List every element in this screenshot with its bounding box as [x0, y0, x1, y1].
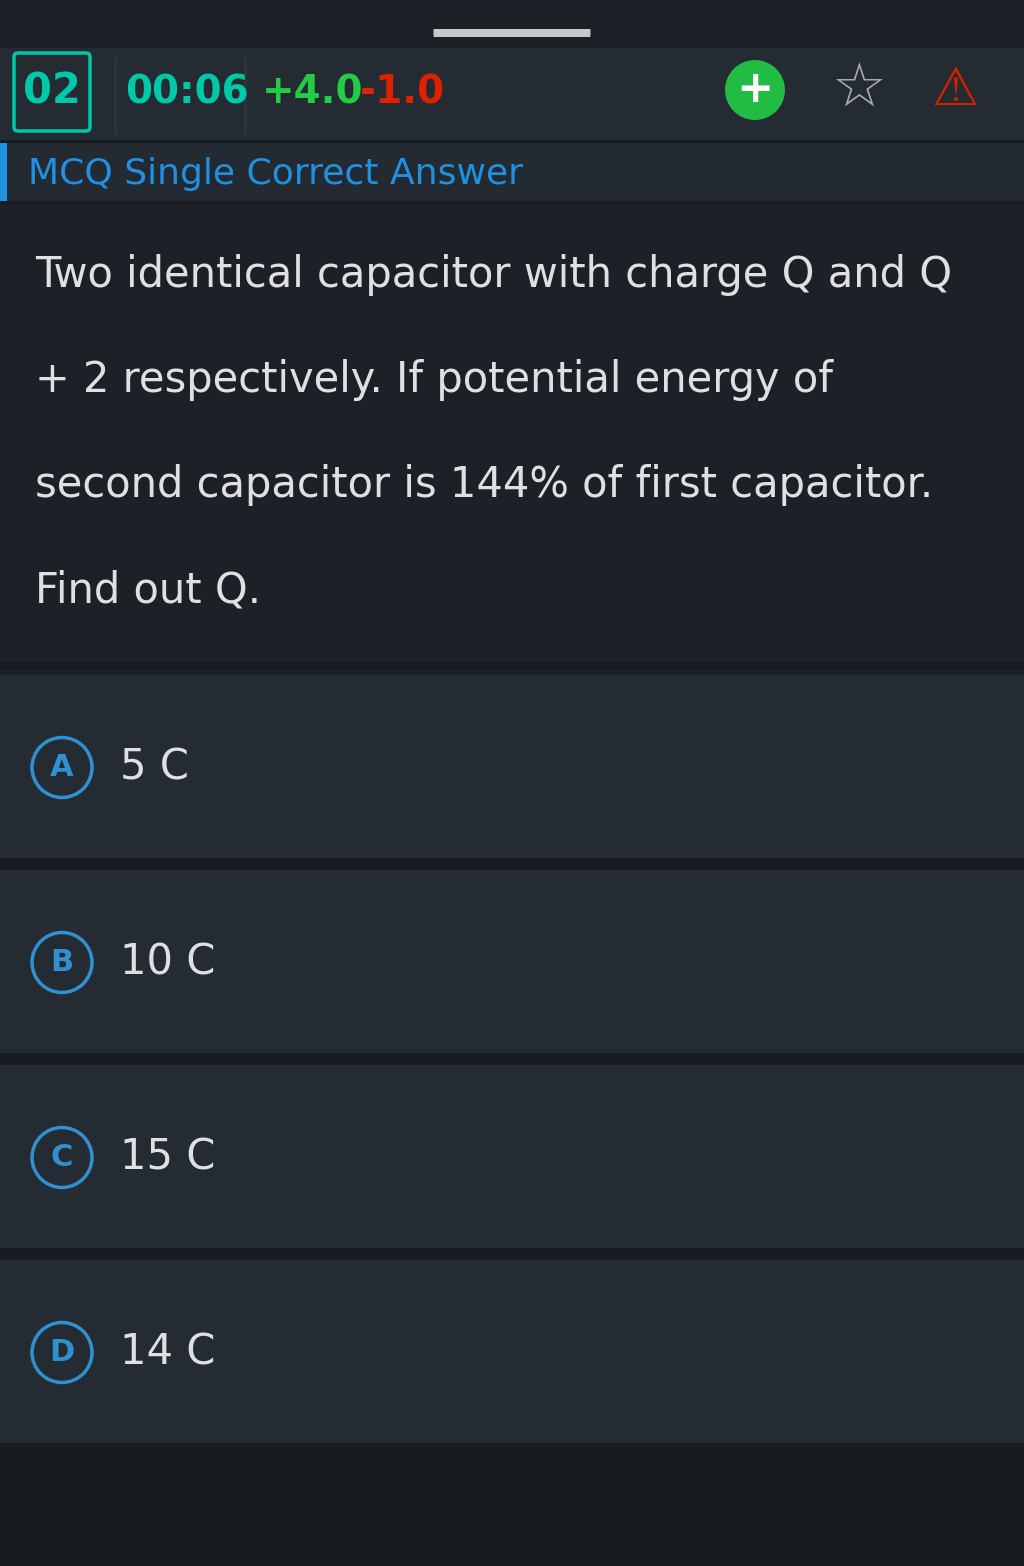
Bar	[0, 1442, 1024, 1455]
FancyBboxPatch shape	[433, 30, 591, 38]
Bar	[0, 200, 1024, 205]
Bar	[0, 1052, 1024, 1065]
Text: A: A	[50, 753, 74, 781]
Bar	[0, 662, 1024, 670]
Text: C: C	[51, 1143, 73, 1171]
Text: ⚠: ⚠	[932, 64, 979, 116]
Text: 02: 02	[24, 70, 81, 113]
Text: Find out Q.: Find out Q.	[35, 568, 261, 611]
Bar	[0, 143, 7, 205]
Text: D: D	[49, 1337, 75, 1367]
Text: 00:06: 00:06	[125, 74, 249, 111]
Text: 5 C: 5 C	[120, 747, 188, 789]
Text: MCQ Single Correct Answer: MCQ Single Correct Answer	[28, 157, 523, 191]
Text: second capacitor is 144% of first capacitor.: second capacitor is 144% of first capaci…	[35, 464, 933, 506]
Text: 15 C: 15 C	[120, 1137, 215, 1179]
Text: -1.0: -1.0	[360, 74, 445, 111]
Bar	[0, 143, 1024, 205]
Bar	[0, 871, 1024, 1055]
Circle shape	[725, 60, 785, 121]
Bar	[0, 1455, 1024, 1566]
Text: ☆: ☆	[830, 61, 886, 119]
Text: 14 C: 14 C	[120, 1331, 215, 1373]
Bar	[0, 1065, 1024, 1250]
Text: +4.0: +4.0	[262, 74, 364, 111]
Bar	[0, 49, 1024, 143]
Text: 10 C: 10 C	[120, 941, 215, 983]
Bar	[0, 1248, 1024, 1261]
Text: +: +	[736, 69, 774, 111]
Bar	[0, 205, 1024, 666]
Text: + 2 respectively. If potential energy of: + 2 respectively. If potential energy of	[35, 359, 833, 401]
FancyBboxPatch shape	[14, 53, 90, 132]
Bar	[0, 139, 1024, 143]
Bar	[0, 1261, 1024, 1445]
Text: B: B	[50, 947, 74, 977]
Bar	[0, 675, 1024, 860]
Text: Two identical capacitor with charge Q and Q: Two identical capacitor with charge Q an…	[35, 254, 952, 296]
Bar	[0, 858, 1024, 871]
